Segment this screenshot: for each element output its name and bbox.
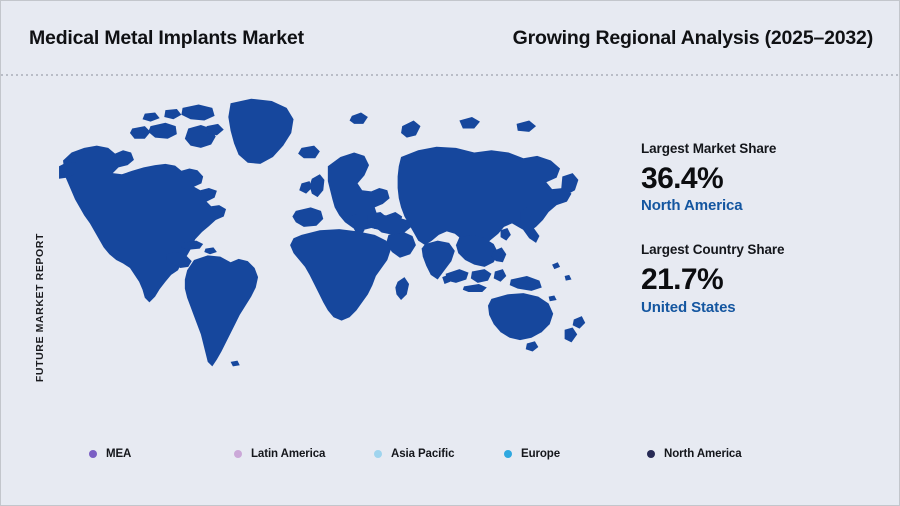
landmass-kamchatka xyxy=(561,173,579,195)
landmass-greenland xyxy=(228,98,294,164)
world-map-svg xyxy=(59,98,586,367)
legend-item-label: MEA xyxy=(106,448,132,460)
brand-watermark: FUTURE MARKET REPORT xyxy=(31,233,49,423)
landmass-arctic-islets-c xyxy=(142,112,160,122)
landmass-middle-east xyxy=(374,216,412,235)
legend-item-north-america[interactable]: North America xyxy=(647,448,742,460)
landmass-japan xyxy=(520,207,540,243)
legend-item-asia-pacific[interactable]: Asia Pacific xyxy=(374,448,504,460)
landmass-indonesia-sumatra xyxy=(445,269,469,283)
page-title: Medical Metal Implants Market xyxy=(29,26,304,49)
legend-dot-icon xyxy=(234,450,242,458)
landmass-arctic-islets-a xyxy=(164,109,182,120)
stat-region: North America xyxy=(641,197,743,215)
landmass-caribbean-hispaniola xyxy=(204,247,217,255)
landmass-new-zealand-south xyxy=(564,327,578,343)
landmass-africa xyxy=(290,229,391,321)
landmass-papua-new-guinea xyxy=(509,276,542,291)
legend-dot-icon xyxy=(504,450,512,458)
header-subtitle: Growing Regional Analysis (2025–2032) xyxy=(512,26,874,49)
landmass-pacific-islets-b xyxy=(564,274,572,281)
landmass-great-britain xyxy=(309,174,325,198)
stat-largest-country-share: Largest Country Share 21.7% United State… xyxy=(641,242,881,315)
legend-dot-icon xyxy=(647,450,655,458)
legend-item-latin-america[interactable]: Latin America xyxy=(234,448,374,460)
stat-region: United States xyxy=(641,298,736,316)
landmass-new-siberian-islands xyxy=(516,120,537,132)
landmass-italy xyxy=(349,214,365,236)
landmass-south-america xyxy=(184,255,259,367)
landmass-caribbean-cuba xyxy=(181,240,204,250)
landmass-arctic-islets-b xyxy=(206,123,224,136)
landmass-tasmania xyxy=(525,341,539,352)
landmass-india xyxy=(421,240,455,280)
landmass-arctic-russia-islets xyxy=(459,117,480,129)
map-legend: MEA Latin America Asia Pacific Europe No… xyxy=(89,448,813,460)
landmass-iberia xyxy=(292,207,324,227)
landmass-europe xyxy=(327,152,403,231)
landmass-australia xyxy=(487,293,554,341)
landmass-new-zealand-north xyxy=(572,316,586,329)
legend-item-label: Latin America xyxy=(251,448,326,460)
landmass-svalbard xyxy=(349,112,368,124)
legend-item-label: Asia Pacific xyxy=(391,448,455,460)
world-map xyxy=(59,93,631,403)
legend-item-europe[interactable]: Europe xyxy=(504,448,647,460)
landmass-iceland xyxy=(298,145,320,159)
landmass-arabia xyxy=(386,231,416,258)
landmass-korea xyxy=(500,227,511,241)
landmass-madagascar xyxy=(395,277,410,301)
landmass-sri-lanka xyxy=(442,274,451,285)
stat-label: Largest Market Share xyxy=(641,141,777,156)
header-divider xyxy=(1,74,899,76)
legend-item-label: Europe xyxy=(521,448,561,460)
stat-label: Largest Country Share xyxy=(641,242,785,258)
landmass-east-asia xyxy=(455,234,499,267)
landmass-novaya-zemlya xyxy=(401,120,421,138)
landmass-falklands xyxy=(230,360,240,367)
stats-panel: Largest Market Share 36.4% North America… xyxy=(641,141,881,316)
legend-item-label: North America xyxy=(664,448,742,460)
stat-value: 36.4% xyxy=(641,162,724,195)
legend-dot-icon xyxy=(374,450,382,458)
map-landmasses xyxy=(59,98,586,367)
landmass-alaska xyxy=(59,161,81,179)
landmass-indonesia-java xyxy=(462,284,487,293)
landmass-ellesmere-island xyxy=(181,104,215,121)
landmass-russia-asia xyxy=(397,146,572,249)
landmass-ireland xyxy=(299,181,312,194)
legend-dot-icon xyxy=(89,450,97,458)
stat-largest-market-share: Largest Market Share 36.4% North America xyxy=(641,141,881,214)
legend-item-mea[interactable]: MEA xyxy=(89,448,234,460)
brand-watermark-label: FUTURE MARKET REPORT xyxy=(34,233,46,383)
landmass-pacific-islets-a xyxy=(552,262,561,270)
stat-value: 21.7% xyxy=(641,263,724,297)
landmass-indonesia-borneo xyxy=(470,269,492,283)
landmass-north-america xyxy=(63,145,227,303)
header: Medical Metal Implants Market Growing Re… xyxy=(1,1,899,75)
landmass-pacific-islets-c xyxy=(548,295,557,302)
landmass-banks-island xyxy=(129,126,151,139)
landmass-victoria-island xyxy=(148,122,177,139)
landmass-central-america xyxy=(166,252,192,269)
landmass-indonesia-sulawesi xyxy=(493,269,507,282)
landmass-philippines xyxy=(491,247,507,263)
